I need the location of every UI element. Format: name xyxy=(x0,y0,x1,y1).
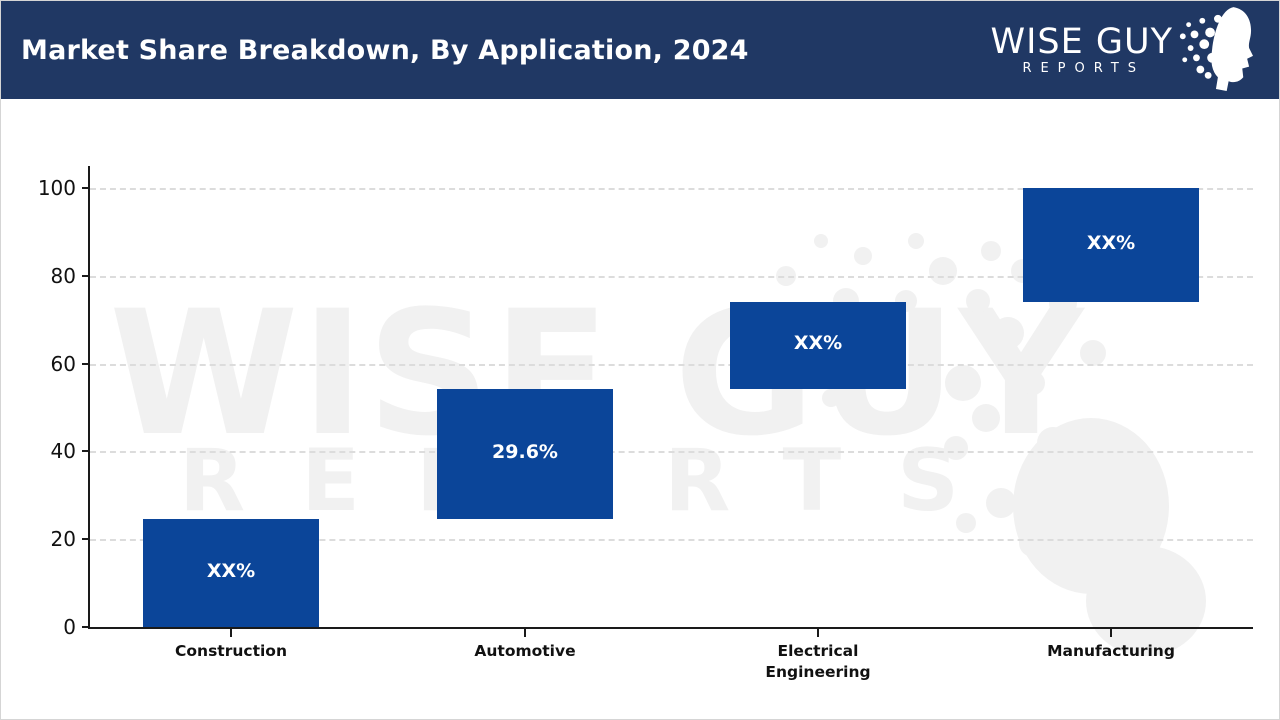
logo-wordmark-line2: REPORTS xyxy=(1022,61,1146,77)
bar-electrical-engineering: XX% xyxy=(730,301,906,389)
header: Market Share Breakdown, By Application, … xyxy=(1,1,1279,99)
gridline-y100 xyxy=(90,188,1253,190)
y-tickmark-0 xyxy=(82,626,90,628)
bar-value-label: XX% xyxy=(1086,231,1136,254)
gridline-y20 xyxy=(90,539,1253,542)
bar-value-label: 29.6% xyxy=(492,440,558,463)
x-tick-label-1: Construction xyxy=(175,642,287,660)
x-tickmark-3 xyxy=(817,629,819,637)
logo-wordmark-line1: WISE GUY xyxy=(990,21,1173,62)
plot-area: 0 20 40 60 80 100 XX% 29.6% XX% XX% Construction Au… xyxy=(1,99,1279,719)
y-tick-label-80: 80 xyxy=(50,263,76,288)
logo-wordmark: WISE GUY REPORTS xyxy=(990,21,1173,77)
logo-head-icon xyxy=(1179,7,1253,91)
page-title: Market Share Breakdown, By Application, … xyxy=(21,34,749,66)
y-tick-label-100: 100 xyxy=(37,176,76,200)
y-tickmark-60 xyxy=(82,362,90,365)
x-axis-line xyxy=(88,627,1253,629)
x-tickmark-4 xyxy=(1110,629,1112,637)
gridline-y80 xyxy=(90,275,1253,278)
y-tick-label-60: 60 xyxy=(50,351,76,376)
brand-logo: WISE GUY REPORTS xyxy=(990,5,1253,95)
gridline-y40 xyxy=(90,451,1253,454)
gridline-y60 xyxy=(90,363,1253,366)
bar-value-label: XX% xyxy=(206,559,256,582)
y-tick-label-40: 40 xyxy=(50,439,76,464)
y-tickmark-100 xyxy=(82,187,90,189)
x-tick-label-2: Automotive xyxy=(474,642,576,660)
bar-value-label: XX% xyxy=(793,332,843,355)
bar-construction: XX% xyxy=(143,518,319,627)
x-tickmark-1 xyxy=(230,629,232,637)
x-tick-label-3: Electrical Engineering xyxy=(765,642,871,681)
x-tick-label-4: Manufacturing xyxy=(1047,642,1175,660)
bar-manufacturing: XX% xyxy=(1023,188,1199,302)
y-tick-label-20: 20 xyxy=(50,527,76,552)
y-tickmark-20 xyxy=(82,538,90,541)
bar-automotive: 29.6% xyxy=(437,388,613,519)
y-tickmark-80 xyxy=(82,274,90,277)
x-tickmark-2 xyxy=(524,629,526,637)
y-axis-line xyxy=(88,166,90,629)
y-tickmark-40 xyxy=(82,450,90,453)
y-tick-label-0: 0 xyxy=(63,615,76,639)
